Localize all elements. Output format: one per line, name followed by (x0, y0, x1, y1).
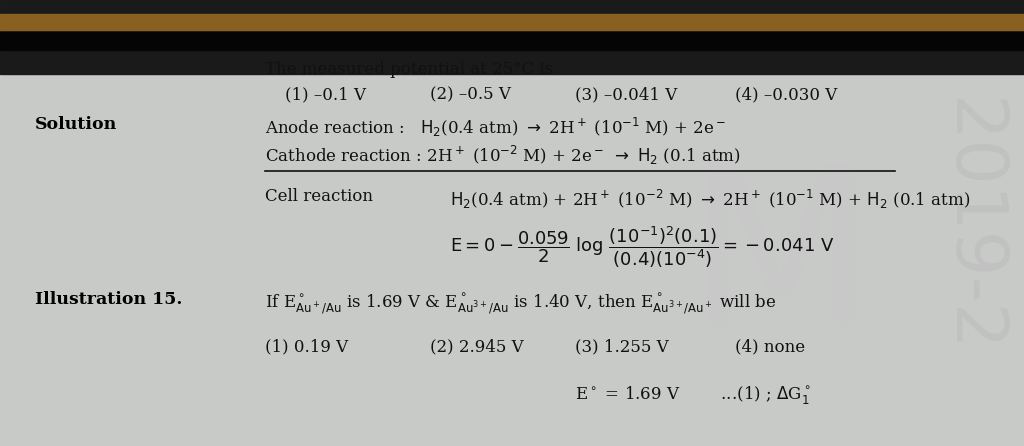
Text: M: M (684, 159, 876, 373)
Bar (0, 14, 1024, 30)
Text: Cell reaction: Cell reaction (265, 188, 373, 205)
Bar (0, 32, 1024, 50)
Text: (1) 0.19 V: (1) 0.19 V (265, 338, 348, 355)
Text: (2) –0.5 V: (2) –0.5 V (430, 86, 511, 103)
Text: $\mathrm{H_2}$(0.4 atm) + 2H$^+$ (10$^{-2}$ M) $\rightarrow$ 2H$^+$ (10$^{-1}$ M: $\mathrm{H_2}$(0.4 atm) + 2H$^+$ (10$^{-… (450, 188, 971, 211)
Text: Cathode reaction : 2H$^+$ (10$^{-2}$ M) + 2e$^-$ $\rightarrow$ $\mathrm{H_2}$ (0: Cathode reaction : 2H$^+$ (10$^{-2}$ M) … (265, 144, 740, 167)
Text: (4) none: (4) none (735, 338, 805, 355)
Text: $\mathrm{E = 0 - \dfrac{0.059}{2}\ log\ \dfrac{(10^{-1})^2(0.1)}{(0.4)(10^{-4})}: $\mathrm{E = 0 - \dfrac{0.059}{2}\ log\ … (450, 224, 835, 270)
Text: (3) 1.255 V: (3) 1.255 V (575, 338, 669, 355)
Text: The measured potential at 25°C is: The measured potential at 25°C is (265, 61, 553, 78)
Text: Solution: Solution (35, 116, 118, 133)
Text: E$^\circ$ = 1.69 V        ...(1) ; $\Delta$G$^\circ_1$: E$^\circ$ = 1.69 V ...(1) ; $\Delta$G$^\… (575, 384, 811, 406)
Text: (4) –0.030 V: (4) –0.030 V (735, 86, 838, 103)
Text: Illustration 15.: Illustration 15. (35, 291, 182, 308)
Text: 2019-2: 2019-2 (936, 98, 1005, 354)
Text: (2) 2.945 V: (2) 2.945 V (430, 338, 523, 355)
Text: (1) –0.1 V: (1) –0.1 V (285, 86, 366, 103)
Text: Anode reaction :   $\mathrm{H_2}$(0.4 atm) $\rightarrow$ 2H$^+$ (10$^{-1}$ M) + : Anode reaction : $\mathrm{H_2}$(0.4 atm)… (265, 116, 726, 139)
Text: (3) –0.041 V: (3) –0.041 V (575, 86, 677, 103)
Bar (0, 0, 1024, 74)
Text: If E$^\circ_{\mathrm{Au^+/Au}}$ is 1.69 V & E$^\circ_{\mathrm{Au^{3+}/Au}}$ is 1: If E$^\circ_{\mathrm{Au^+/Au}}$ is 1.69 … (265, 291, 776, 316)
